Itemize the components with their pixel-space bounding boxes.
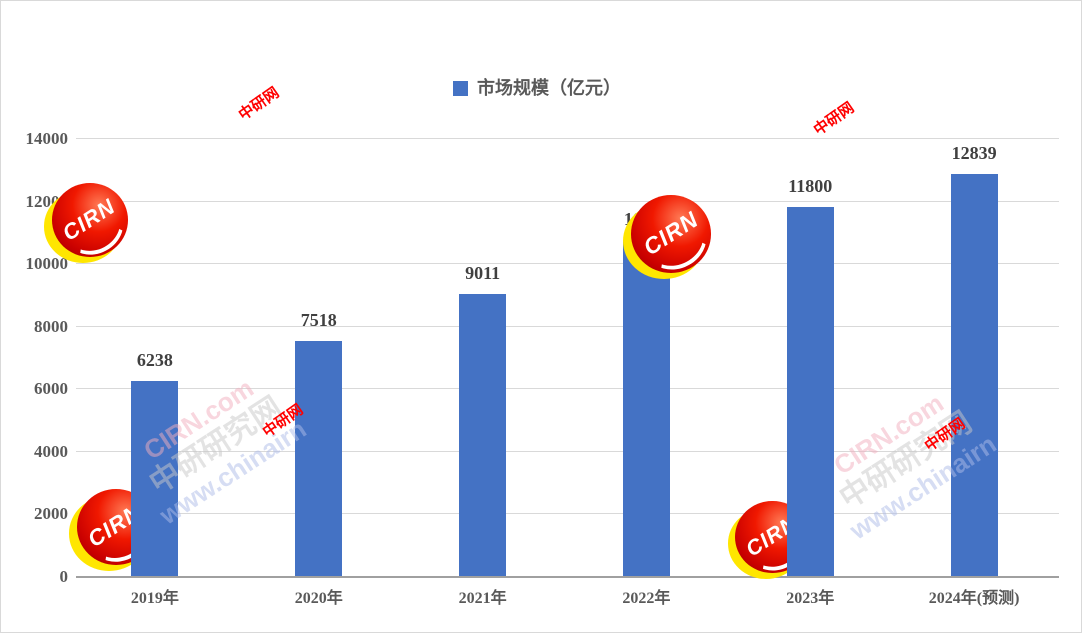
gridline xyxy=(76,200,1059,202)
legend-label: 市场规模（亿元） xyxy=(477,78,621,98)
gridline xyxy=(76,513,1059,515)
gridline xyxy=(76,325,1059,327)
x-axis-category-label: 2022年 xyxy=(622,590,671,607)
bar-2021年 xyxy=(459,294,507,576)
bar-value-label: 6238 xyxy=(136,349,173,370)
watermark-text-line: www.chinairn xyxy=(154,413,312,531)
gridline xyxy=(76,388,1059,390)
x-axis-category-label: 2024年(预测) xyxy=(928,590,1020,607)
y-axis-tick-label: 8000 xyxy=(34,316,68,336)
cirn-logo-watermark: CIRN xyxy=(44,183,134,266)
y-axis-tick-label: 10000 xyxy=(25,254,69,274)
gridline xyxy=(76,138,1059,139)
watermark-red-stamp: 中研网 xyxy=(235,84,283,124)
y-axis-tick-label: 4000 xyxy=(34,441,68,461)
y-axis-tick-label: 6000 xyxy=(34,379,68,399)
legend-swatch xyxy=(453,80,468,96)
bar-2020年 xyxy=(295,340,343,576)
bar-value-label: 11800 xyxy=(788,175,833,196)
x-axis-category-label: 2023年 xyxy=(786,590,835,607)
x-axis-line xyxy=(76,576,1059,578)
watermark-red-stamp: 中研网 xyxy=(810,99,858,139)
bar-2019年 xyxy=(131,380,179,576)
bar-value-label: 9011 xyxy=(465,263,501,284)
bar-value-label: 7518 xyxy=(300,309,337,330)
y-axis-tick-label: 2000 xyxy=(34,504,68,524)
bar-value-label: 12839 xyxy=(951,143,997,164)
gridline xyxy=(76,263,1059,265)
cirn-red-ball xyxy=(51,183,128,258)
cirn-logo-watermark: CIRN xyxy=(623,195,717,281)
x-axis-category-label: 2019年 xyxy=(130,590,179,607)
cirn-red-ball xyxy=(630,195,711,273)
gridline xyxy=(76,450,1059,452)
y-axis-tick-label: 0 xyxy=(59,567,69,586)
bar-2022年 xyxy=(622,240,670,576)
chart-legend: 市场规模（亿元） xyxy=(453,79,621,97)
bar-2023年 xyxy=(786,206,834,576)
bar-2024年(预测) xyxy=(950,174,998,576)
x-axis-category-label: 2020年 xyxy=(294,590,343,607)
y-axis-tick-label: 14000 xyxy=(25,129,69,148)
x-axis-category-label: 2021年 xyxy=(458,590,507,607)
